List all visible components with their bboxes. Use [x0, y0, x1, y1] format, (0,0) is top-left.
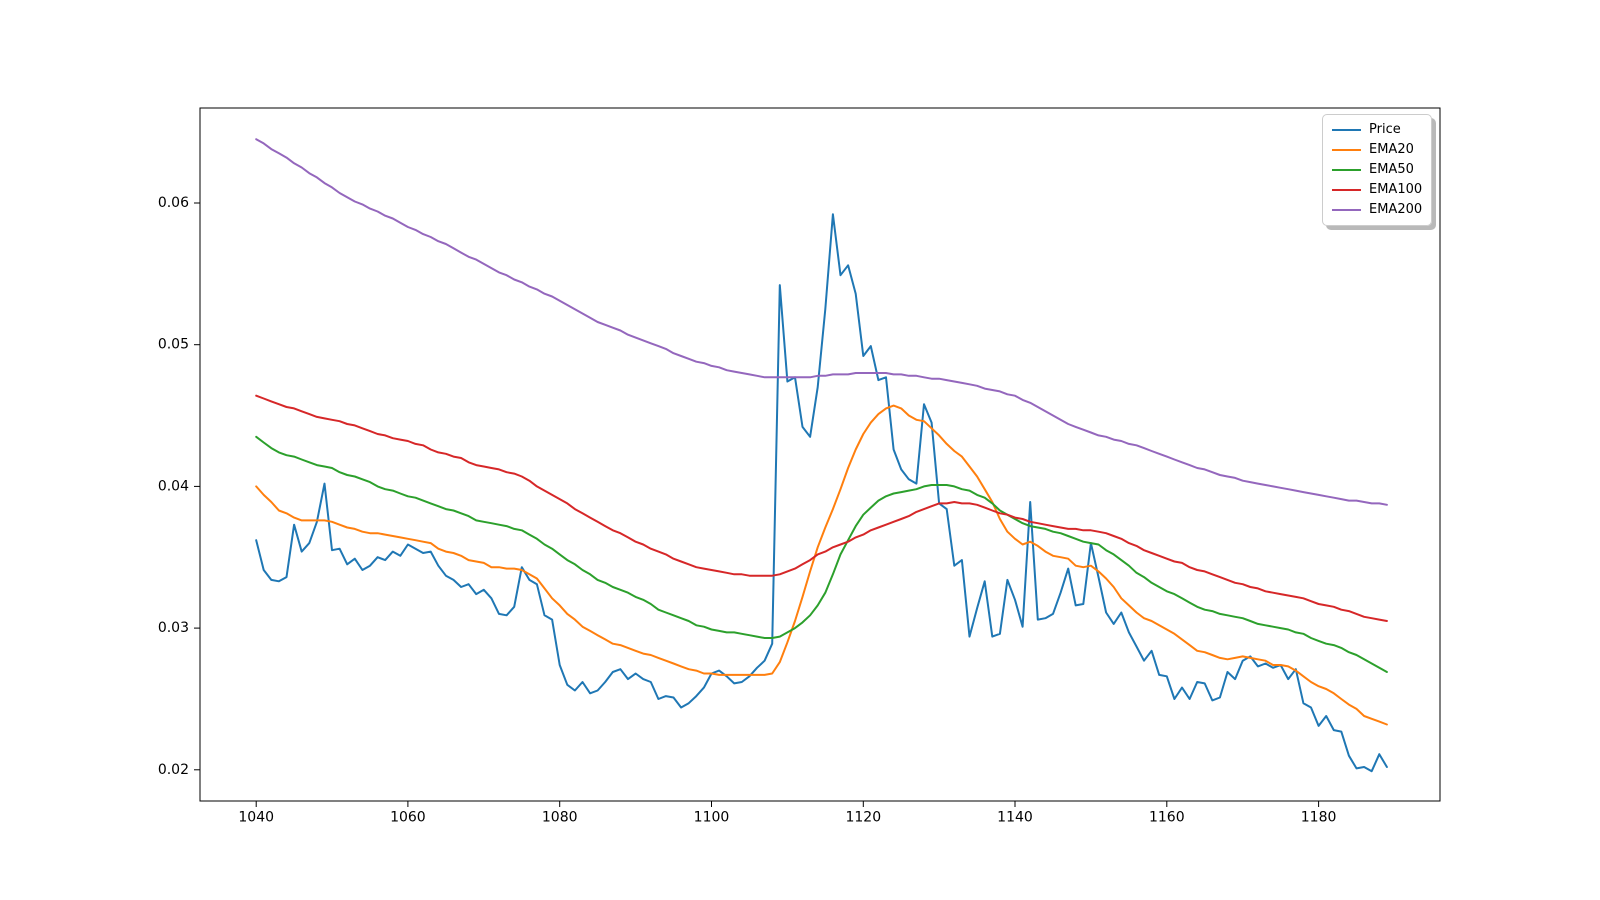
legend-label: EMA20 — [1369, 142, 1414, 157]
legend-entry-ema50: EMA50 — [1332, 160, 1422, 180]
x-tick-label: 1060 — [390, 810, 426, 826]
legend-line-sample — [1332, 189, 1361, 191]
x-tick-label: 1180 — [1301, 810, 1337, 826]
legend-line-sample — [1332, 209, 1361, 211]
series-line-ema100 — [255, 394, 1388, 622]
x-tick-label: 1120 — [845, 810, 881, 826]
legend-entry-ema20: EMA20 — [1332, 140, 1422, 160]
y-tick-label: 0.05 — [158, 337, 189, 353]
x-tick-label: 1100 — [694, 810, 730, 826]
series-line-ema200 — [255, 138, 1388, 506]
y-tick-label: 0.02 — [158, 762, 189, 778]
series-line-ema20 — [255, 404, 1388, 726]
legend-entry-price: Price — [1332, 120, 1422, 140]
legend-entry-ema100: EMA100 — [1332, 180, 1422, 200]
legend: Price EMA20 EMA50 EMA100 EMA200 — [1322, 114, 1433, 226]
legend-line-sample — [1332, 149, 1361, 151]
axes-spines — [199, 107, 1441, 802]
legend-entry-ema200: EMA200 — [1332, 200, 1422, 220]
legend-label: EMA50 — [1369, 162, 1414, 177]
y-tick-label: 0.06 — [158, 195, 189, 211]
legend-label: EMA200 — [1369, 202, 1423, 217]
series-line-ema50 — [255, 435, 1388, 673]
x-tick-label: 1040 — [238, 810, 274, 826]
legend-label: EMA100 — [1369, 182, 1423, 197]
y-tick-label: 0.03 — [158, 620, 189, 636]
y-tick-label: 0.04 — [158, 478, 189, 494]
legend-label: Price — [1369, 122, 1401, 137]
x-tick-label: 1080 — [542, 810, 578, 826]
legend-line-sample — [1332, 129, 1361, 131]
x-tick-label: 1160 — [1149, 810, 1185, 826]
series-line-price — [255, 213, 1388, 773]
legend-line-sample — [1332, 169, 1361, 171]
x-tick-label: 1140 — [997, 810, 1033, 826]
